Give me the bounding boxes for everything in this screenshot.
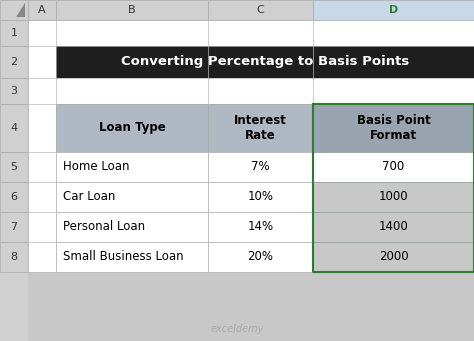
Polygon shape [16,3,25,17]
Text: 2: 2 [10,57,18,67]
Text: Small Business Loan: Small Business Loan [63,251,183,264]
Text: Interest
Rate: Interest Rate [234,114,287,142]
Text: 1400: 1400 [379,221,409,234]
Text: Converting Percentage to Basis Points: Converting Percentage to Basis Points [121,56,409,69]
Text: 14%: 14% [247,221,273,234]
Text: D: D [389,5,398,15]
FancyBboxPatch shape [313,0,474,20]
Text: 1: 1 [10,28,18,38]
FancyBboxPatch shape [313,152,474,182]
Text: Basis Point
Format: Basis Point Format [356,114,430,142]
Text: C: C [256,5,264,15]
FancyBboxPatch shape [0,20,28,46]
Text: Home Loan: Home Loan [63,161,129,174]
FancyBboxPatch shape [28,20,474,272]
Text: 1000: 1000 [379,191,408,204]
FancyBboxPatch shape [0,242,28,272]
FancyBboxPatch shape [0,182,28,212]
Text: Loan Type: Loan Type [99,121,165,134]
Text: 5: 5 [10,162,18,172]
Text: 20%: 20% [247,251,273,264]
FancyBboxPatch shape [56,104,208,152]
Text: exceldemy: exceldemy [210,324,264,334]
Text: A: A [38,5,46,15]
Text: 7%: 7% [251,161,270,174]
FancyBboxPatch shape [56,0,208,20]
FancyBboxPatch shape [0,152,28,182]
FancyBboxPatch shape [208,152,313,182]
FancyBboxPatch shape [0,212,28,242]
FancyBboxPatch shape [56,242,208,272]
FancyBboxPatch shape [208,0,313,20]
Text: 7: 7 [10,222,18,232]
Text: 2000: 2000 [379,251,408,264]
FancyBboxPatch shape [56,46,474,78]
FancyBboxPatch shape [208,212,313,242]
FancyBboxPatch shape [208,182,313,212]
Text: Personal Loan: Personal Loan [63,221,145,234]
FancyBboxPatch shape [56,182,208,212]
FancyBboxPatch shape [0,20,28,341]
Text: B: B [128,5,136,15]
Text: 700: 700 [383,161,405,174]
FancyBboxPatch shape [208,242,313,272]
FancyBboxPatch shape [0,46,28,78]
FancyBboxPatch shape [208,104,313,152]
Text: 10%: 10% [247,191,273,204]
Text: Car Loan: Car Loan [63,191,115,204]
FancyBboxPatch shape [0,104,28,152]
FancyBboxPatch shape [313,104,474,152]
FancyBboxPatch shape [0,0,28,20]
FancyBboxPatch shape [313,182,474,212]
FancyBboxPatch shape [56,152,208,182]
Text: 6: 6 [10,192,18,202]
Text: 8: 8 [10,252,18,262]
FancyBboxPatch shape [0,0,474,20]
FancyBboxPatch shape [313,212,474,242]
FancyBboxPatch shape [56,212,208,242]
Text: 4: 4 [10,123,18,133]
Text: 3: 3 [10,86,18,96]
FancyBboxPatch shape [0,78,28,104]
FancyBboxPatch shape [28,0,56,20]
FancyBboxPatch shape [313,242,474,272]
